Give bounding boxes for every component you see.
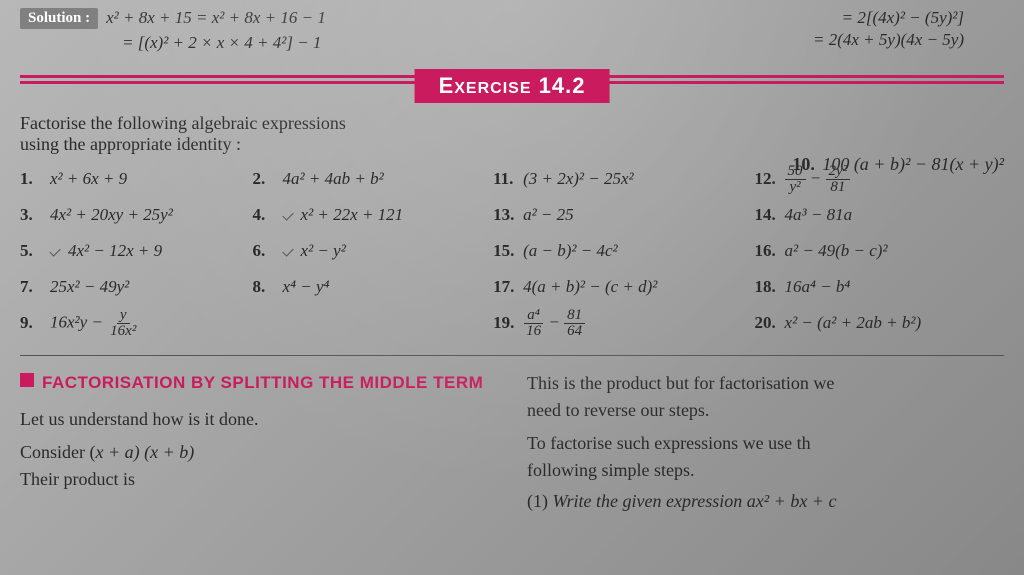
exercise-title-prefix: E (439, 73, 455, 98)
checkmark-icon (49, 245, 60, 256)
exercise-title-num: 14.2 (532, 73, 586, 98)
problems-container: 1.x² + 6x + 9 2.4a² + 4ab + b² 3.4x² + 2… (20, 163, 1004, 339)
exercise-bar: EXERCISE 14.2 (20, 71, 1004, 107)
problem-7: 7.25x² − 49y² (20, 271, 241, 303)
fraction: 8164 (564, 308, 585, 339)
solution-label: Solution : (20, 8, 98, 29)
square-bullet-icon (20, 373, 34, 387)
problem-11: 11.(3 + 2x)² − 25x² (493, 163, 742, 195)
problem-6: 6.x² − y² (253, 235, 474, 267)
problem-4: 4.x² + 22x + 121 (253, 199, 474, 231)
problem-13: 13.a² − 25 (493, 199, 742, 231)
exercise-title: EXERCISE 14.2 (415, 69, 610, 103)
right-problems: 11.(3 + 2x)² − 25x² 12. 50y² − 2y²81 13.… (493, 163, 1004, 339)
fraction: y16x² (107, 308, 139, 339)
problem-20: 20.x² − (a² + 2ab + b²) (755, 307, 1004, 339)
fraction: 2y²81 (826, 164, 851, 195)
solution-line1-right: = 2[(4x)² − (5y)²] (842, 8, 964, 28)
problem-14: 14.4a³ − 81a (755, 199, 1004, 231)
section-heading: FACTORISATION BY SPLITTING THE MIDDLE TE… (20, 370, 497, 396)
checkmark-icon (282, 209, 293, 220)
problem-18: 18.16a⁴ − b⁴ (755, 271, 1004, 303)
solution-line2-right: = 2(4x + 5y)(4x − 5y) (813, 30, 964, 50)
instructions-line1: Factorise the following algebraic expres… (20, 113, 346, 133)
problem-8: 8.x⁴ − y⁴ (253, 271, 474, 303)
checkmark-icon (282, 245, 293, 256)
lower-section: FACTORISATION BY SPLITTING THE MIDDLE TE… (20, 370, 1004, 515)
lower-text-l2: Consider (x + a) (x + b) (20, 439, 497, 466)
exercise-title-mid: XERCISE (454, 80, 531, 97)
instructions-line2: using the appropriate identity : (20, 134, 241, 154)
lower-right: This is the product but for factorisatio… (527, 370, 1004, 515)
fraction: a⁴16 (523, 308, 544, 339)
problem-17: 17.4(a + b)² − (c + d)² (493, 271, 742, 303)
lower-text-r1: This is the product but for factorisatio… (527, 370, 1004, 397)
fraction: 50y² (785, 164, 806, 195)
solution-line1-left: x² + 8x + 15 = x² + 8x + 16 − 1 (106, 8, 326, 28)
lower-left: FACTORISATION BY SPLITTING THE MIDDLE TE… (20, 370, 497, 515)
problem-3: 3.4x² + 20xy + 25y² (20, 199, 241, 231)
problem-5: 5.4x² − 12x + 9 (20, 235, 241, 267)
lower-text-l3: Their product is (20, 466, 497, 493)
problem-12: 12. 50y² − 2y²81 (755, 163, 1004, 195)
problem-1: 1.x² + 6x + 9 (20, 163, 241, 195)
divider (20, 355, 1004, 356)
problem-2: 2.4a² + 4ab + b² (253, 163, 474, 195)
lower-text-r5: (1) Write the given expression ax² + bx … (527, 488, 1004, 515)
problem-19: 19. a⁴16 − 8164 (493, 307, 742, 339)
lower-text-r3: To factorise such expressions we use th (527, 430, 1004, 457)
instructions: Factorise the following algebraic expres… (20, 113, 492, 155)
problem-15: 15.(a − b)² − 4c² (493, 235, 742, 267)
lower-text-r2: need to reverse our steps. (527, 397, 1004, 424)
lower-text-l1: Let us understand how is it done. (20, 406, 497, 433)
lower-text-r4: following simple steps. (527, 457, 1004, 484)
problem-9: 9. 16x²y − y16x² (20, 307, 473, 339)
left-problems: 1.x² + 6x + 9 2.4a² + 4ab + b² 3.4x² + 2… (20, 163, 473, 339)
problem-16: 16.a² − 49(b − c)² (755, 235, 1004, 267)
